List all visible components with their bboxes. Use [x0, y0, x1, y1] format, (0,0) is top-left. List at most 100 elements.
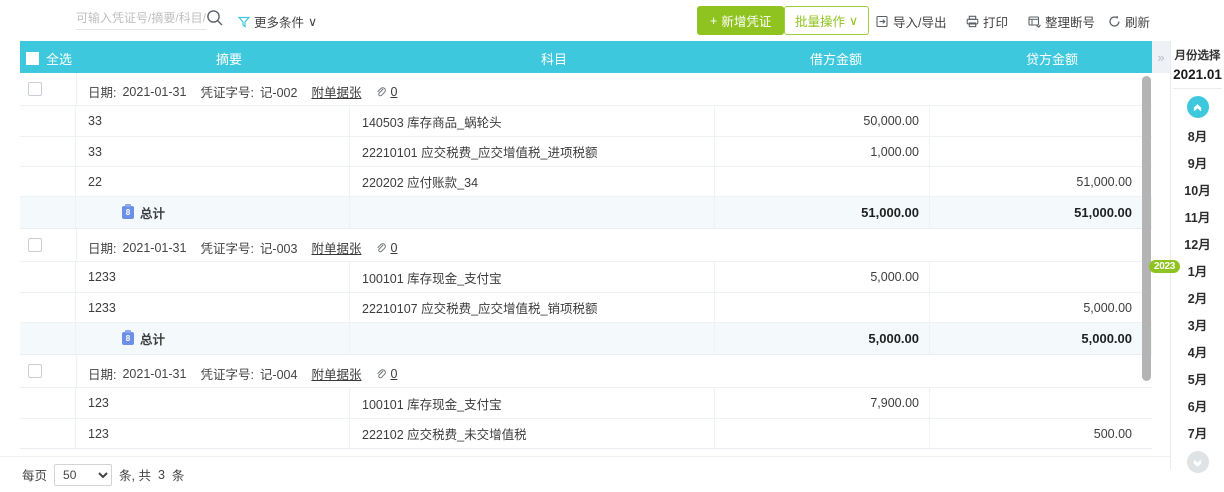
print-label: 打印	[983, 16, 1009, 30]
month-item-10月[interactable]: 10月	[1171, 176, 1224, 203]
voucher-checkbox[interactable]	[28, 238, 42, 252]
month-item-1月[interactable]: 2023 1月	[1149, 257, 1224, 284]
month-label: 7月	[1187, 427, 1208, 441]
voucher-no: 记-003	[259, 242, 298, 256]
voucher-entry-row[interactable]: 1233 22210107 应交税费_应交增值税_销项税额 5,000.00	[20, 292, 1152, 322]
attachment-count-group[interactable]: 0	[375, 241, 397, 255]
month-item-8月[interactable]: 8月	[1171, 122, 1224, 149]
attachment-count[interactable]: 0	[390, 84, 398, 99]
cell-debit: 50,000.00	[715, 106, 930, 136]
cell-subject: 140503 库存商品_蜗轮头	[350, 106, 715, 136]
month-item-5月[interactable]: 5月	[1171, 365, 1224, 392]
row-check-cell	[20, 167, 76, 196]
current-period: 2021.01	[1173, 67, 1222, 82]
cell-debit: 7,900.00	[715, 388, 930, 418]
total-count-unit: 条	[171, 469, 185, 483]
cell-credit	[930, 137, 1142, 166]
voucher-checkbox[interactable]	[28, 364, 42, 378]
voucher-checkbox[interactable]	[28, 82, 42, 96]
cell-summary: 33	[76, 137, 350, 166]
row-check-cell	[20, 419, 76, 448]
month-item-12月[interactable]: 12月	[1171, 230, 1224, 257]
cell-debit: 1,000.00	[715, 137, 930, 166]
voucher-entry-row[interactable]: 123 100101 库存现金_支付宝 7,900.00	[20, 388, 1152, 418]
voucher-entry-row[interactable]: 33 22210101 应交税费_应交增值税_进项税额 1,000.00	[20, 136, 1152, 166]
total-credit: 5,000.00	[1081, 331, 1132, 346]
paperclip-icon	[375, 86, 387, 97]
voucher-no-label: 凭证字号:	[200, 86, 254, 100]
attachment-count-group[interactable]: 0	[375, 85, 397, 99]
collapse-panel-icon[interactable]: »	[1152, 41, 1170, 73]
chevron-down-icon: ∨	[308, 15, 318, 29]
column-header-summary: 摘要	[216, 52, 243, 67]
voucher-header: 日期: 2021-01-31 凭证字号: 记-002 附单据张 0	[20, 73, 1152, 106]
attachment-count[interactable]: 0	[390, 240, 398, 255]
calculator-icon	[122, 204, 134, 219]
cell-credit: 51,000.00	[1076, 174, 1132, 189]
import-export-icon	[876, 15, 889, 28]
search-input[interactable]	[76, 9, 206, 30]
row-check-cell	[20, 388, 76, 418]
voucher-entry-row[interactable]: 123 222102 应交税费_未交增值税 500.00	[20, 418, 1152, 448]
more-conditions-button[interactable]: 更多条件 ∨	[238, 12, 317, 31]
month-item-2月[interactable]: 2月	[1171, 284, 1224, 311]
voucher-total-row: 总计 5,000.00 5,000.00	[20, 322, 1152, 354]
panel-divider	[1173, 88, 1222, 89]
month-list: 8月 9月 10月 11月 12月 2023 1月 2月 3月 4月 5月 6月 7月	[1149, 122, 1224, 446]
chevron-up-circle-icon[interactable]	[1186, 96, 1209, 118]
attachment-count[interactable]: 0	[390, 366, 398, 381]
cell-credit	[930, 388, 1142, 418]
chevron-down-circle-icon[interactable]	[1186, 451, 1209, 473]
month-item-6月[interactable]: 6月	[1171, 392, 1224, 419]
per-page-select[interactable]: 102050100	[54, 463, 113, 486]
voucher-meta: 日期: 2021-01-31 凭证字号: 记-002 附单据张 0	[88, 82, 397, 101]
attachment-link[interactable]: 附单据张	[311, 242, 362, 256]
month-label: 3月	[1187, 319, 1208, 333]
funnel-icon	[238, 16, 250, 28]
search-icon[interactable]	[205, 8, 227, 30]
refresh-label: 刷新	[1125, 16, 1151, 30]
total-label: 总计	[140, 333, 166, 347]
search-field-wrapper	[76, 9, 206, 30]
month-item-4月[interactable]: 4月	[1171, 338, 1224, 365]
month-label: 6月	[1187, 400, 1208, 414]
fix-numbers-button[interactable]: 整理断号	[1028, 12, 1095, 31]
voucher-entry-row[interactable]: 22 220202 应付账款_34 51,000.00	[20, 166, 1152, 196]
voucher-no: 记-004	[259, 368, 298, 382]
voucher-entry-row[interactable]: 1233 100101 库存现金_支付宝 5,000.00	[20, 262, 1152, 292]
print-button[interactable]: 打印	[966, 12, 1008, 31]
attachment-count-group[interactable]: 0	[375, 367, 397, 381]
month-item-11月[interactable]: 11月	[1171, 203, 1224, 230]
import-export-button[interactable]: 导入/导出	[876, 12, 946, 31]
cell-credit: 5,000.00	[1083, 300, 1132, 315]
month-label: 9月	[1187, 157, 1208, 171]
attachment-link[interactable]: 附单据张	[311, 86, 362, 100]
voucher-date: 2021-01-31	[122, 84, 187, 99]
batch-operation-label: 批量操作	[795, 15, 846, 29]
paperclip-icon	[375, 242, 387, 253]
select-all-checkbox[interactable]	[26, 52, 39, 65]
month-item-7月[interactable]: 7月	[1171, 419, 1224, 446]
select-all-control[interactable]: 全选	[26, 49, 72, 68]
voucher-list: 日期: 2021-01-31 凭证字号: 记-002 附单据张 0 33 140503 库存商…	[20, 73, 1152, 456]
date-label: 日期:	[88, 86, 117, 100]
cell-debit	[715, 167, 930, 196]
attachment-link[interactable]: 附单据张	[311, 368, 362, 382]
add-voucher-button[interactable]: + 新增凭证	[697, 6, 785, 35]
fix-numbers-icon	[1028, 15, 1041, 28]
cell-subject: 100101 库存现金_支付宝	[350, 388, 715, 418]
cell-debit: 5,000.00	[715, 262, 930, 292]
cell-summary: 123	[76, 388, 350, 418]
refresh-button[interactable]: 刷新	[1108, 12, 1150, 31]
voucher-entry-row[interactable]: 33 140503 库存商品_蜗轮头 50,000.00	[20, 106, 1152, 136]
calculator-icon	[122, 330, 134, 345]
month-item-9月[interactable]: 9月	[1171, 149, 1224, 176]
top-toolbar: 更多条件 ∨ + 新增凭证 批量操作 ∨ 导入/导出	[0, 0, 1224, 41]
vertical-scrollbar[interactable]	[1142, 76, 1151, 381]
date-label: 日期:	[88, 242, 117, 256]
month-item-3月[interactable]: 3月	[1171, 311, 1224, 338]
batch-operation-button[interactable]: 批量操作 ∨	[784, 6, 870, 35]
month-panel-title: 月份选择	[1174, 50, 1221, 62]
cell-debit	[715, 419, 930, 448]
